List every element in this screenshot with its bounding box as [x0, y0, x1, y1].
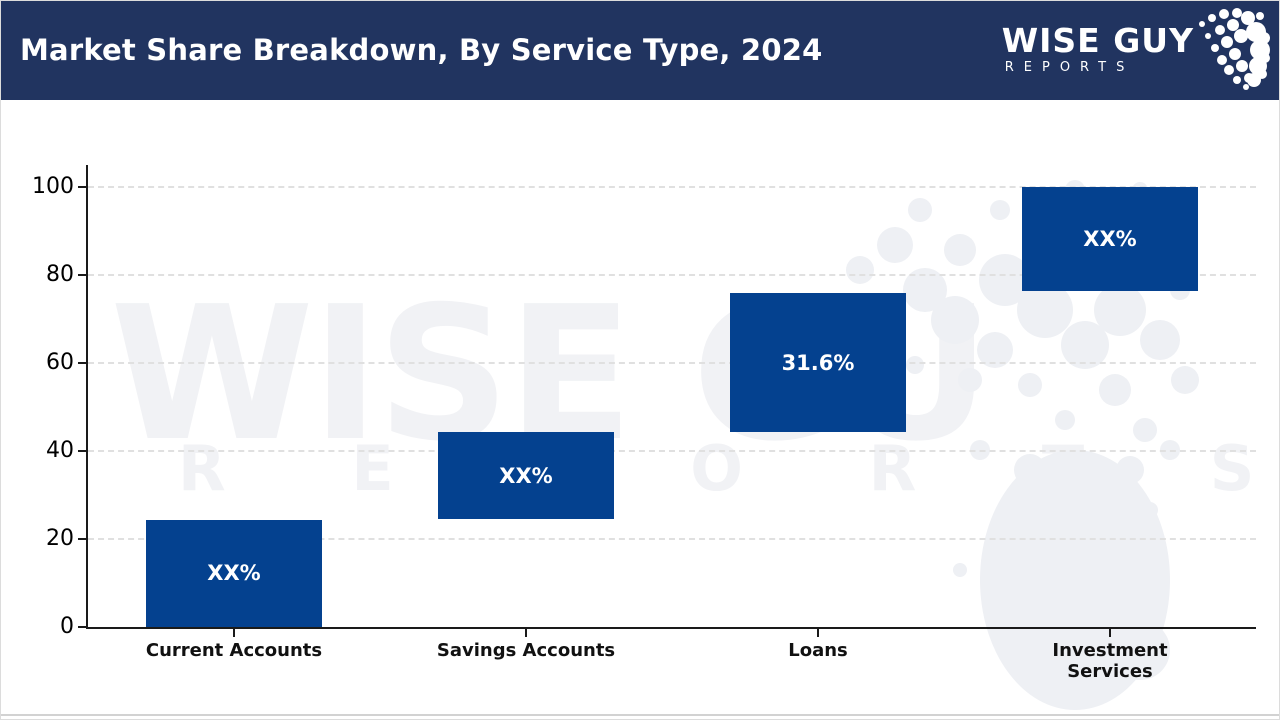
x-tick-label-savings-accounts: Savings Accounts — [406, 640, 646, 661]
header: Market Share Breakdown, By Service Type,… — [0, 0, 1280, 100]
bar-value-label-investment-services: XX% — [1083, 226, 1137, 251]
gridline-80 — [88, 274, 1256, 276]
x-tick-label-line-investment-services-0: Investment — [1052, 640, 1168, 661]
x-tick-investment-services — [1109, 629, 1111, 637]
logo-subtitle: REPORTS — [1004, 60, 1135, 76]
x-tick-label-line-loans-0: Loans — [788, 640, 848, 661]
y-tick-label-80: 80 — [46, 262, 74, 287]
gridline-100 — [88, 186, 1256, 188]
y-tick-label-100: 100 — [32, 174, 74, 199]
bottom-border — [0, 714, 1280, 716]
y-tick-20 — [78, 538, 86, 540]
y-tick-0 — [78, 626, 86, 628]
logo-wordmark: WISE GUY — [1001, 20, 1194, 60]
y-tick-label-20: 20 — [46, 526, 74, 551]
y-axis-line — [86, 165, 88, 629]
y-tick-label-40: 40 — [46, 438, 74, 463]
chart-title: Market Share Breakdown, By Service Type,… — [20, 33, 823, 67]
logo-face-icon — [1199, 8, 1270, 90]
bar-current-accounts: XX% — [146, 519, 322, 627]
x-tick-label-investment-services: Investment Services — [990, 640, 1230, 682]
x-tick-label-line-investment-services-1: Services — [1067, 661, 1153, 682]
y-tick-label-0: 0 — [60, 614, 74, 639]
y-tick-80 — [78, 274, 86, 276]
y-tick-40 — [78, 450, 86, 452]
y-tick-60 — [78, 362, 86, 364]
y-tick-100 — [78, 186, 86, 188]
bar-value-label-loans: 31.6% — [781, 350, 855, 375]
bar-investment-services: XX% — [1022, 187, 1198, 291]
x-tick-label-line-savings-accounts-0: Savings Accounts — [436, 640, 616, 661]
x-tick-loans — [817, 629, 819, 637]
bar-value-label-current-accounts: XX% — [207, 561, 261, 586]
bar-loans: 31.6% — [730, 293, 906, 433]
gridline-60 — [88, 362, 1256, 364]
gridline-40 — [88, 450, 1256, 452]
x-tick-savings-accounts — [525, 629, 527, 637]
gridline-20 — [88, 538, 1256, 540]
logo-text: WISE GUY REPORTS — [1001, 20, 1194, 76]
x-tick-label-current-accounts: Current Accounts — [114, 640, 354, 661]
x-tick-label-loans: Loans — [698, 640, 938, 661]
bar-savings-accounts: XX% — [438, 432, 614, 520]
x-tick-current-accounts — [233, 629, 235, 637]
bar-value-label-savings-accounts: XX% — [499, 463, 553, 488]
x-tick-label-line-current-accounts-0: Current Accounts — [145, 640, 323, 661]
x-axis-line — [86, 627, 1256, 629]
wise-guy-logo: WISE GUY REPORTS — [1002, 8, 1270, 90]
y-tick-label-60: 60 — [46, 350, 74, 375]
